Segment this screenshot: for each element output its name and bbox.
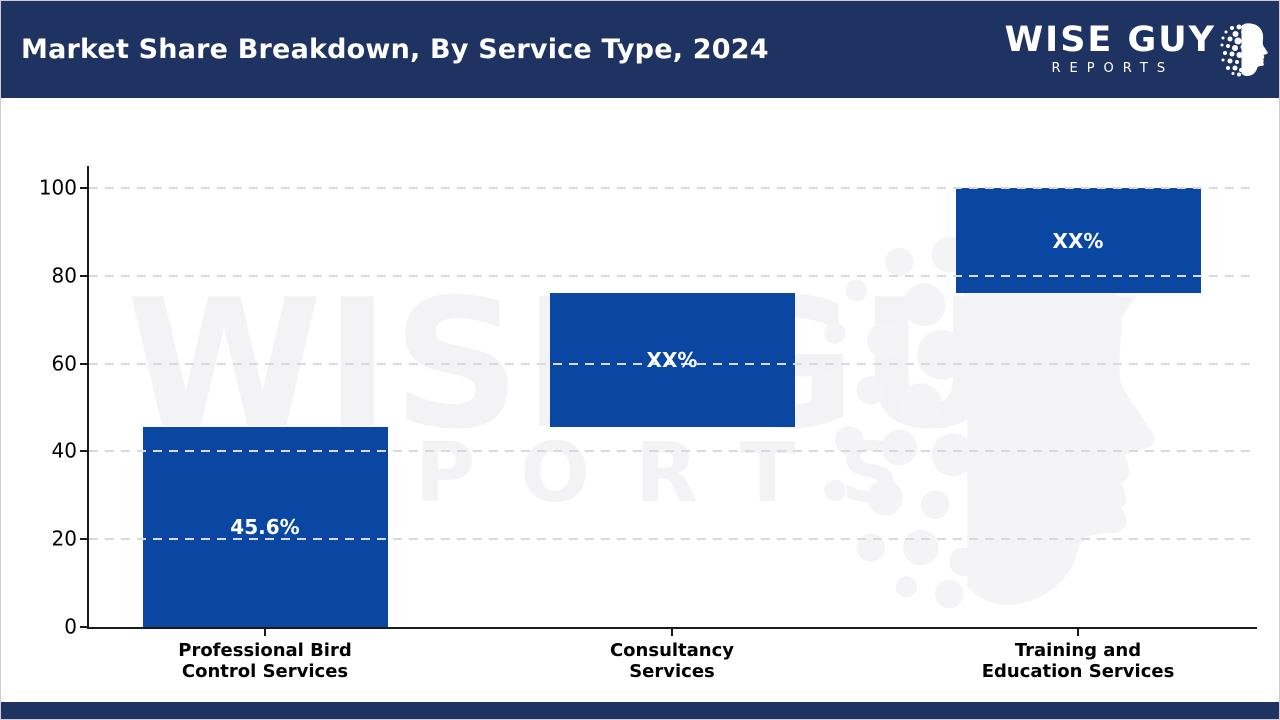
gridline-y-60 — [89, 362, 1256, 365]
footer-bar — [1, 702, 1279, 719]
y-tick-label: 0 — [64, 614, 77, 639]
x-category-line: Education Services — [981, 661, 1175, 682]
brand-name: WISE GUY — [1004, 20, 1216, 60]
header-bar: Market Share Breakdown, By Service Type,… — [1, 1, 1279, 98]
y-tick-label: 80 — [51, 263, 77, 288]
y-tick-mark — [80, 626, 87, 628]
y-tick-mark — [80, 274, 87, 277]
y-tick-label: 100 — [38, 175, 77, 200]
gridline-y-40 — [89, 450, 1256, 453]
x-tick-mark — [264, 629, 266, 636]
dotted-face-logo-icon — [1219, 11, 1269, 89]
bar-segment-1 — [142, 426, 388, 627]
brand-logo-text: WISE GUY REPORTS — [1004, 20, 1216, 77]
gridline-y-20 — [89, 538, 1256, 541]
x-category-label: Professional Bird Control Services — [100, 640, 430, 682]
brand-subname: REPORTS — [1051, 61, 1175, 76]
x-category-label: Training and Education Services — [913, 640, 1243, 682]
x-category-line: Services — [629, 661, 715, 682]
bar-value-label: XX% — [646, 348, 698, 373]
y-axis-line — [87, 166, 89, 629]
gridline-y-100 — [89, 187, 1256, 189]
y-tick-mark — [80, 538, 87, 541]
x-category-line: Control Services — [181, 661, 349, 682]
x-axis-line — [87, 627, 1257, 629]
bar-value-label: 45.6% — [230, 514, 300, 539]
x-category-line: Training and — [1014, 640, 1142, 661]
y-tick-label: 40 — [51, 438, 77, 463]
gridline-y-80 — [89, 274, 1256, 277]
x-category-line: Consultancy — [609, 640, 735, 661]
x-category-line: Professional Bird — [178, 640, 352, 661]
y-tick-mark — [80, 187, 87, 189]
bar-value-label: XX% — [1052, 228, 1104, 253]
y-tick-label: 60 — [51, 351, 77, 376]
y-tick-mark — [80, 450, 87, 453]
page-title: Market Share Breakdown, By Service Type,… — [21, 34, 769, 65]
y-tick-label: 20 — [51, 526, 77, 551]
x-tick-mark — [671, 629, 673, 636]
x-tick-mark — [1077, 629, 1079, 636]
y-tick-mark — [80, 362, 87, 365]
brand-logo: WISE GUY REPORTS — [1005, 11, 1269, 89]
bar-segment-2 — [549, 293, 795, 427]
x-category-label: Consultancy Services — [507, 640, 837, 682]
